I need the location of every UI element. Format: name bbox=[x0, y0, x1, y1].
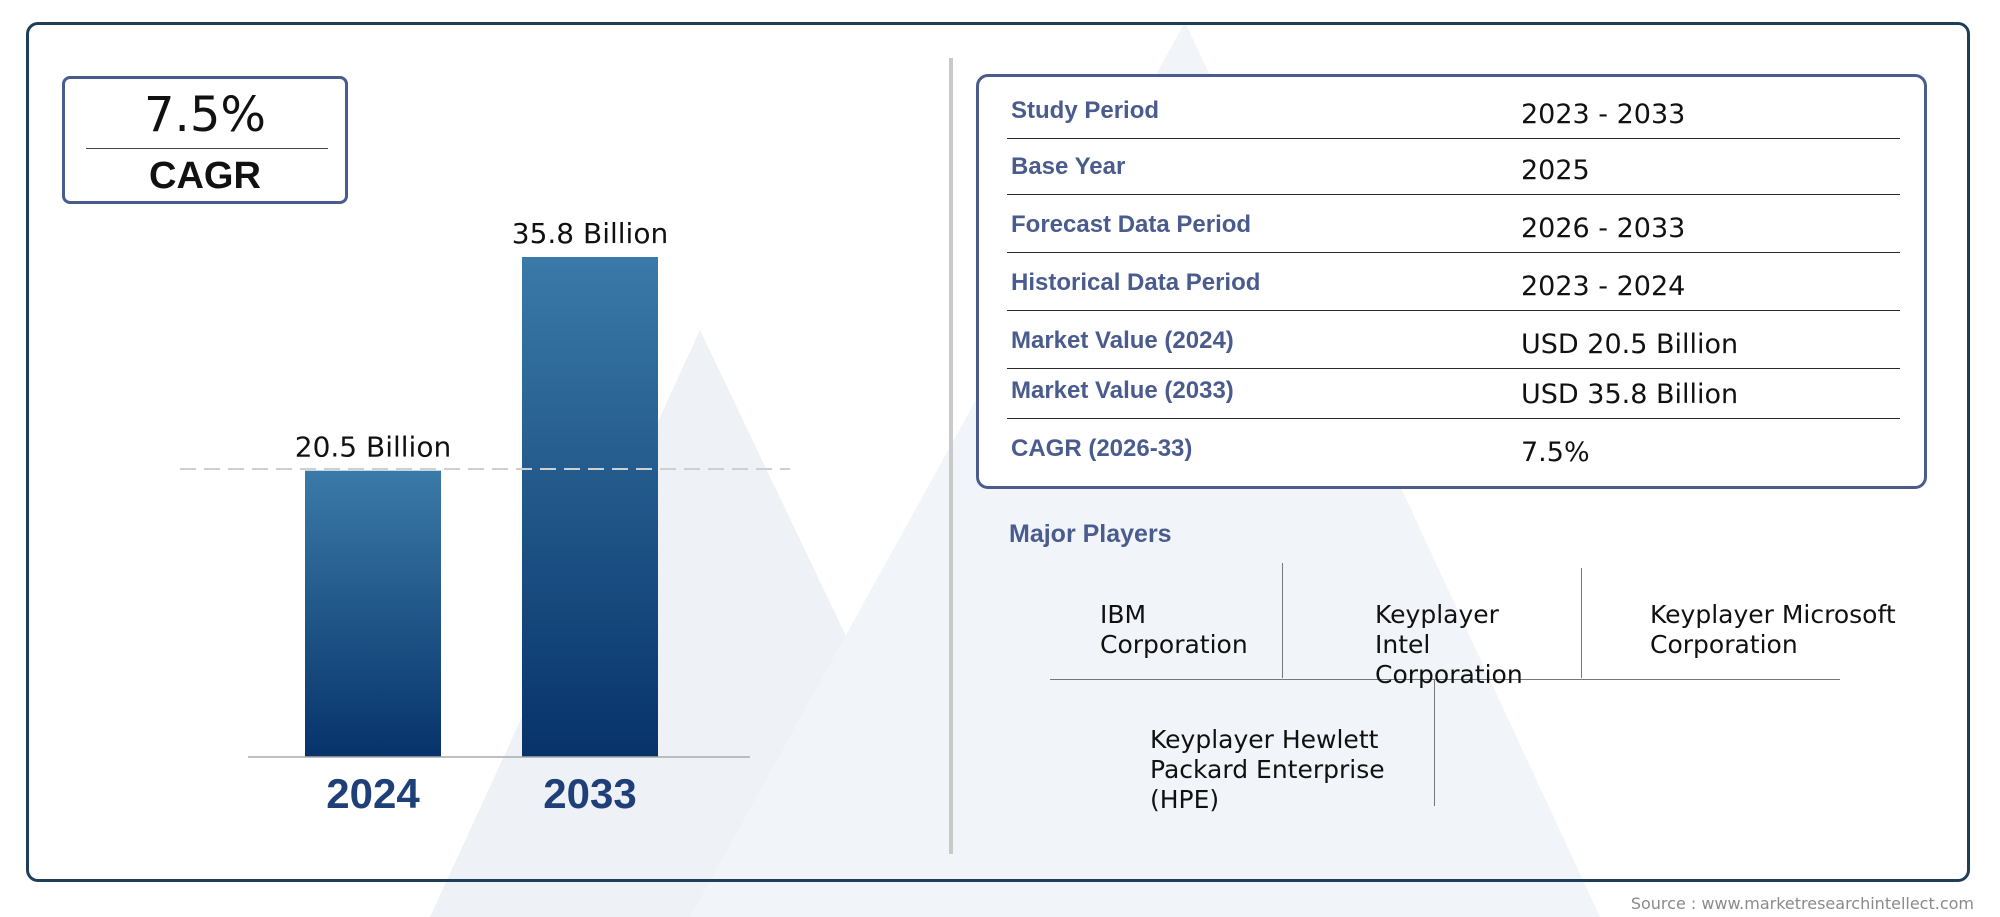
row-value: USD 20.5 Billion bbox=[1521, 329, 1739, 360]
player-separator bbox=[1050, 679, 1840, 680]
cagr-value: 7.5% bbox=[144, 87, 266, 143]
row-value: 2023 - 2024 bbox=[1521, 271, 1686, 302]
row-value: 2026 - 2033 bbox=[1521, 213, 1686, 244]
player-hpe: Keyplayer Hewlett Packard Enterprise (HP… bbox=[1150, 725, 1385, 814]
player-ibm: IBM Corporation bbox=[1100, 600, 1248, 659]
row-key: Market Value (2024) bbox=[1011, 327, 1234, 354]
cagr-divider bbox=[86, 148, 328, 149]
player-intel: Keyplayer Intel Corporation bbox=[1375, 600, 1523, 689]
bar-2033 bbox=[522, 257, 658, 757]
data-label-2033: 35.8 Billion bbox=[512, 217, 668, 250]
x-tick-label-2033: 2033 bbox=[543, 770, 636, 817]
row-value: 7.5% bbox=[1521, 437, 1590, 468]
cagr-box: 7.5% CAGR bbox=[62, 76, 348, 204]
table-row: Forecast Data Period 2026 - 2033 bbox=[1007, 201, 1900, 253]
row-key: Forecast Data Period bbox=[1011, 211, 1252, 238]
row-key: Market Value (2033) bbox=[1011, 377, 1234, 404]
player-separator bbox=[1581, 568, 1582, 678]
row-key: Base Year bbox=[1011, 153, 1126, 180]
table-row: Market Value (2024) USD 20.5 Billion bbox=[1007, 317, 1900, 369]
table-row: CAGR (2026-33) 7.5% bbox=[1007, 425, 1900, 477]
row-key: CAGR (2026-33) bbox=[1011, 435, 1193, 462]
bar-2024 bbox=[305, 470, 441, 757]
cagr-label: CAGR bbox=[149, 155, 261, 197]
table-row: Base Year 2025 bbox=[1007, 143, 1900, 195]
table-row: Market Value (2033) USD 35.8 Billion bbox=[1007, 367, 1900, 419]
table-row: Historical Data Period 2023 - 2024 bbox=[1007, 259, 1900, 311]
row-value: USD 35.8 Billion bbox=[1521, 379, 1739, 410]
source-note: Source : www.marketresearchintellect.com bbox=[1630, 894, 1974, 913]
x-tick-label-2024: 2024 bbox=[326, 770, 420, 817]
major-players-title: Major Players bbox=[1009, 520, 1172, 548]
player-microsoft: Keyplayer Microsoft Corporation bbox=[1650, 600, 1896, 659]
infographic-frame bbox=[26, 22, 1970, 882]
player-separator bbox=[1434, 679, 1435, 806]
row-value: 2025 bbox=[1521, 155, 1590, 186]
row-key: Historical Data Period bbox=[1011, 269, 1261, 296]
row-value: 2023 - 2033 bbox=[1521, 99, 1686, 130]
player-separator bbox=[1282, 563, 1283, 678]
market-bar-chart: 20.5 Billion 2024 35.8 Billion 2033 bbox=[180, 217, 790, 817]
row-key: Study Period bbox=[1011, 97, 1160, 124]
table-row: Study Period 2023 - 2033 bbox=[1007, 87, 1900, 139]
vertical-divider bbox=[949, 58, 953, 854]
data-label-2024: 20.5 Billion bbox=[295, 431, 451, 464]
market-summary-table: Study Period 2023 - 2033 Base Year 2025 … bbox=[976, 74, 1927, 489]
